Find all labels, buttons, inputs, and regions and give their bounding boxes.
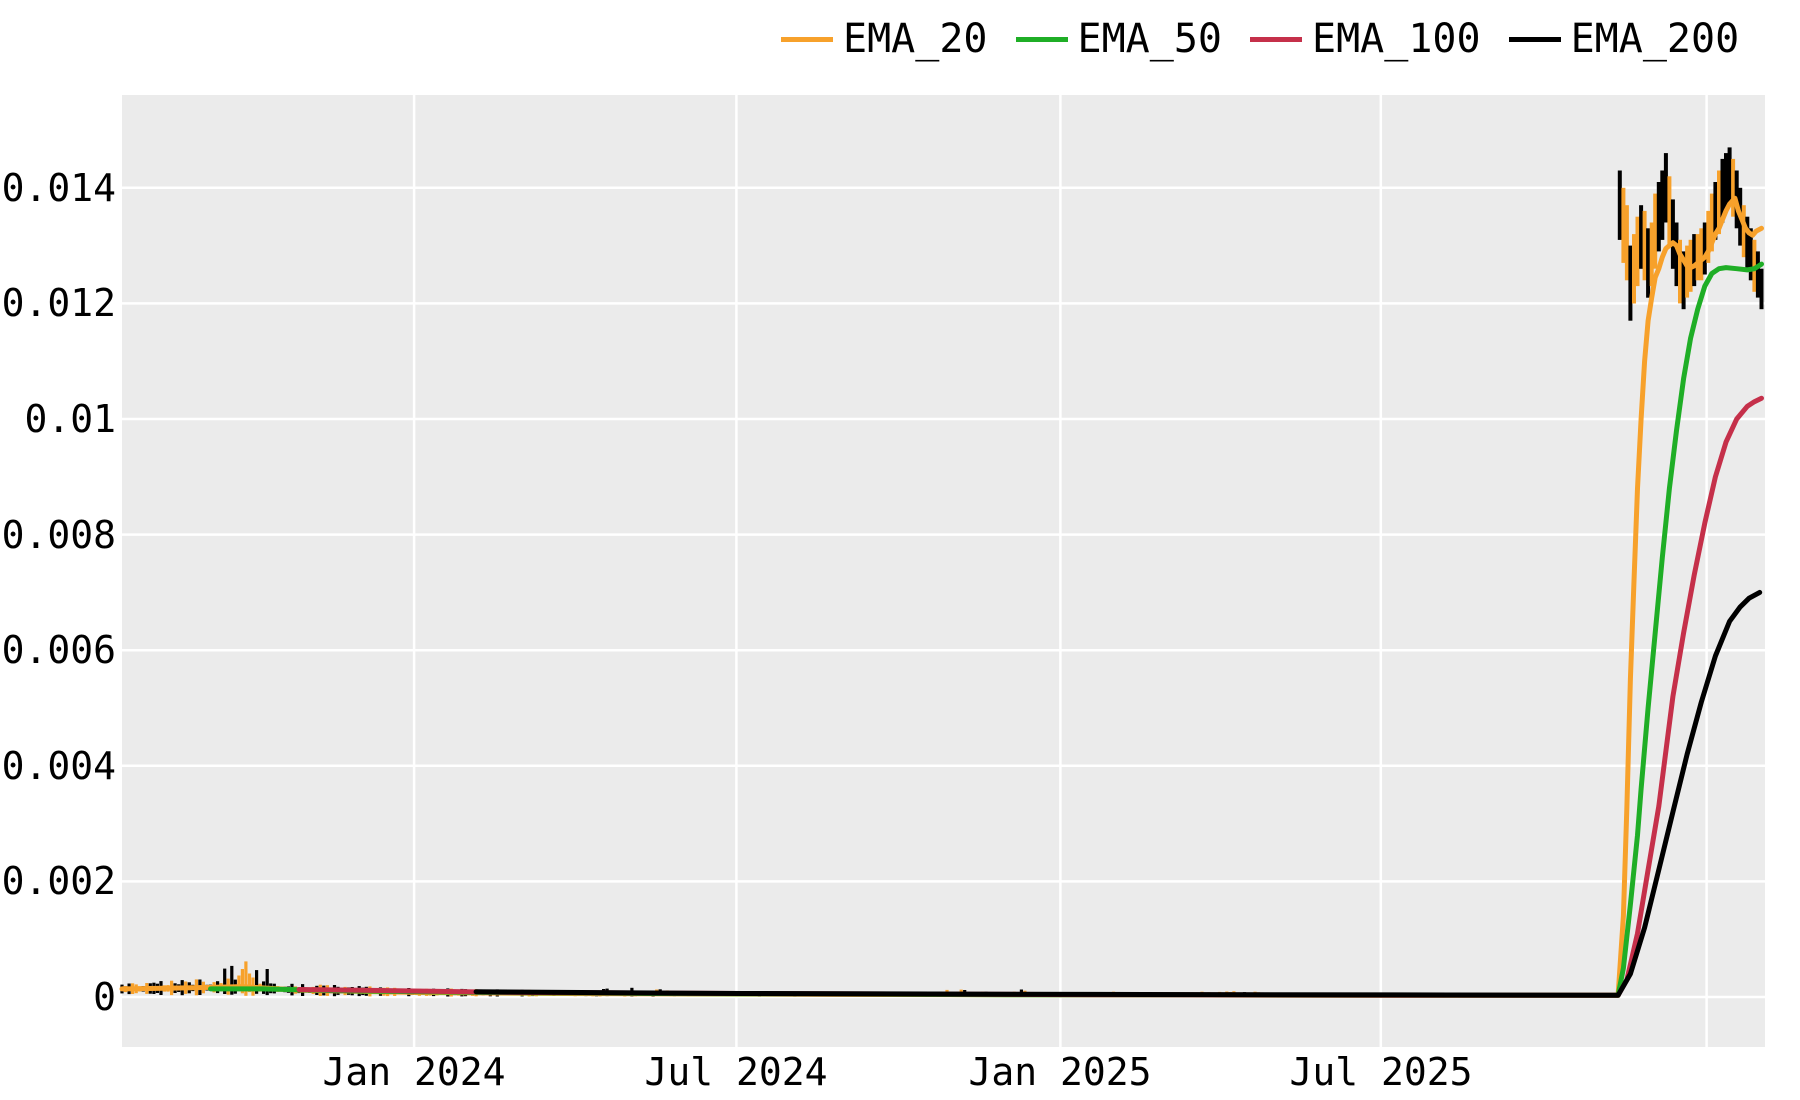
legend-line-swatch-ema-20 — [781, 36, 833, 42]
price-bar — [237, 975, 241, 992]
price-bar — [265, 969, 269, 996]
price-bar — [1759, 268, 1764, 310]
x-tick-label: Jan 2025 — [968, 1050, 1152, 1094]
price-bar — [240, 969, 244, 994]
y-tick-label: 0.012 — [1, 281, 116, 325]
price-bar — [1632, 234, 1636, 304]
price-bar — [230, 965, 234, 995]
legend-item-ema-50: EMA_50 — [1015, 16, 1223, 62]
plot-area — [122, 95, 1765, 1047]
legend-label-ema-20: EMA_20 — [843, 16, 988, 62]
legend-item-ema-100: EMA_100 — [1250, 16, 1481, 62]
price-bar — [1741, 205, 1746, 258]
price-bar — [1667, 176, 1672, 246]
price-bar — [1720, 158, 1725, 223]
price-bar — [1635, 216, 1640, 287]
price-bar — [1692, 234, 1697, 287]
legend-label-ema-100: EMA_100 — [1312, 16, 1481, 62]
price-bar — [1717, 170, 1721, 235]
legend-label-ema-50: EMA_50 — [1077, 16, 1223, 62]
y-tick-label: 0.008 — [1, 513, 116, 557]
legend-item-ema-20: EMA_20 — [781, 16, 988, 62]
x-tick-label: Jul 2025 — [1289, 1050, 1473, 1094]
legend-line-swatch-ema-100 — [1250, 36, 1302, 42]
price-bar — [1709, 193, 1714, 252]
series-line-ema_200 — [473, 589, 1763, 998]
price-bar — [255, 970, 259, 994]
y-tick-label: 0.014 — [1, 166, 116, 210]
price-bar — [1663, 153, 1668, 223]
price-bar — [1731, 158, 1736, 217]
price-bar — [1653, 193, 1658, 269]
price-bar — [247, 973, 252, 993]
price-bar — [1755, 251, 1760, 298]
price-bar — [1646, 228, 1651, 298]
price-bar — [1642, 210, 1647, 281]
legend-label-ema-200: EMA_200 — [1570, 16, 1740, 62]
price-bar — [1649, 222, 1654, 287]
legend-line-swatch-ema-200 — [1508, 36, 1561, 42]
price-bar — [1656, 182, 1661, 252]
price-bar — [1748, 228, 1753, 281]
price-bar — [1678, 239, 1682, 304]
price-bar — [1706, 210, 1711, 263]
price-bar — [244, 961, 248, 996]
legend: EMA_20 EMA_50 EMA_100 EMA_200 — [781, 14, 1739, 64]
price-bar — [1624, 205, 1629, 281]
price-bar — [1727, 147, 1732, 206]
price-bar — [1724, 153, 1728, 211]
x-tick-label: Jul 2024 — [644, 1050, 828, 1094]
y-tick-label: 0.002 — [1, 859, 116, 903]
price-bar — [1639, 205, 1644, 269]
y-tick-label: 0.006 — [1, 628, 116, 672]
legend-item-ema-200: EMA_200 — [1508, 16, 1740, 62]
y-tick-label: 0.01 — [24, 397, 116, 441]
price-bar — [1699, 228, 1704, 281]
price-bar — [1745, 216, 1750, 269]
x-tick-label: Jan 2024 — [322, 1050, 506, 1094]
price-bar — [223, 968, 227, 994]
legend-line-swatch-ema-50 — [1015, 36, 1068, 42]
price-bar — [1670, 199, 1675, 269]
price-bar — [1621, 187, 1626, 263]
price-bar — [1713, 182, 1718, 240]
price-bar — [1685, 245, 1690, 298]
price-bar — [1681, 251, 1686, 310]
price-bar — [1702, 222, 1707, 275]
y-tick-label: 0 — [93, 975, 116, 1019]
price-bar — [1695, 234, 1700, 281]
price-bar — [1628, 245, 1633, 321]
price-bar — [1617, 170, 1622, 240]
y-tick-label: 0.004 — [1, 744, 116, 788]
price-bar — [1660, 170, 1665, 240]
price-bar — [1674, 222, 1679, 287]
